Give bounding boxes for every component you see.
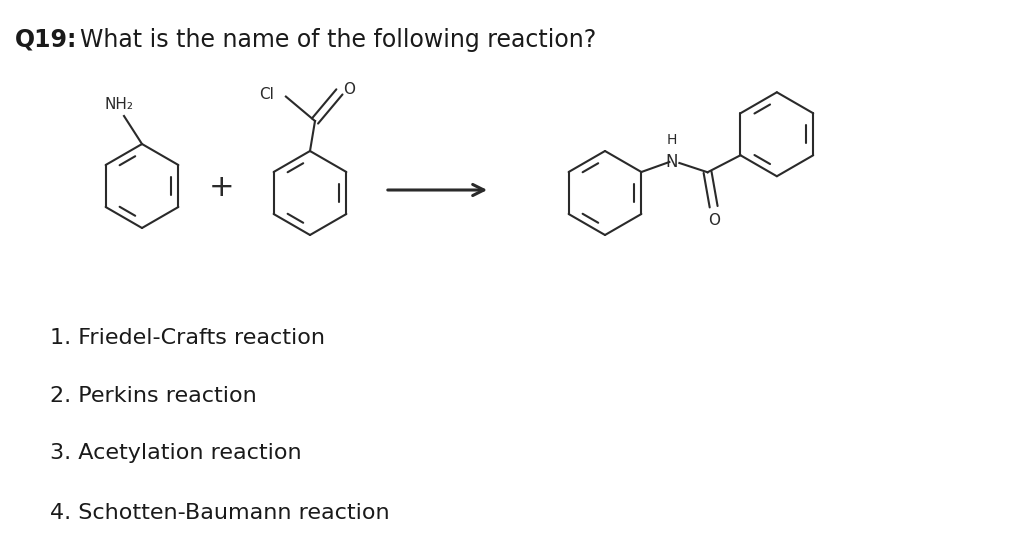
Text: O: O: [343, 83, 355, 98]
Text: O: O: [708, 213, 720, 228]
Text: Q19:: Q19:: [15, 28, 78, 52]
Text: NH₂: NH₂: [104, 97, 133, 112]
Text: Cl: Cl: [259, 87, 273, 102]
Text: N: N: [666, 153, 678, 171]
Text: What is the name of the following reaction?: What is the name of the following reacti…: [80, 28, 596, 52]
Text: +: +: [209, 174, 234, 203]
Text: 4. Schotten-Baumann reaction: 4. Schotten-Baumann reaction: [50, 503, 389, 523]
Text: H: H: [667, 133, 677, 147]
Text: 1. Friedel-Crafts reaction: 1. Friedel-Crafts reaction: [50, 328, 325, 348]
Text: 2. Perkins reaction: 2. Perkins reaction: [50, 386, 257, 406]
Text: 3. Acetylation reaction: 3. Acetylation reaction: [50, 443, 302, 463]
